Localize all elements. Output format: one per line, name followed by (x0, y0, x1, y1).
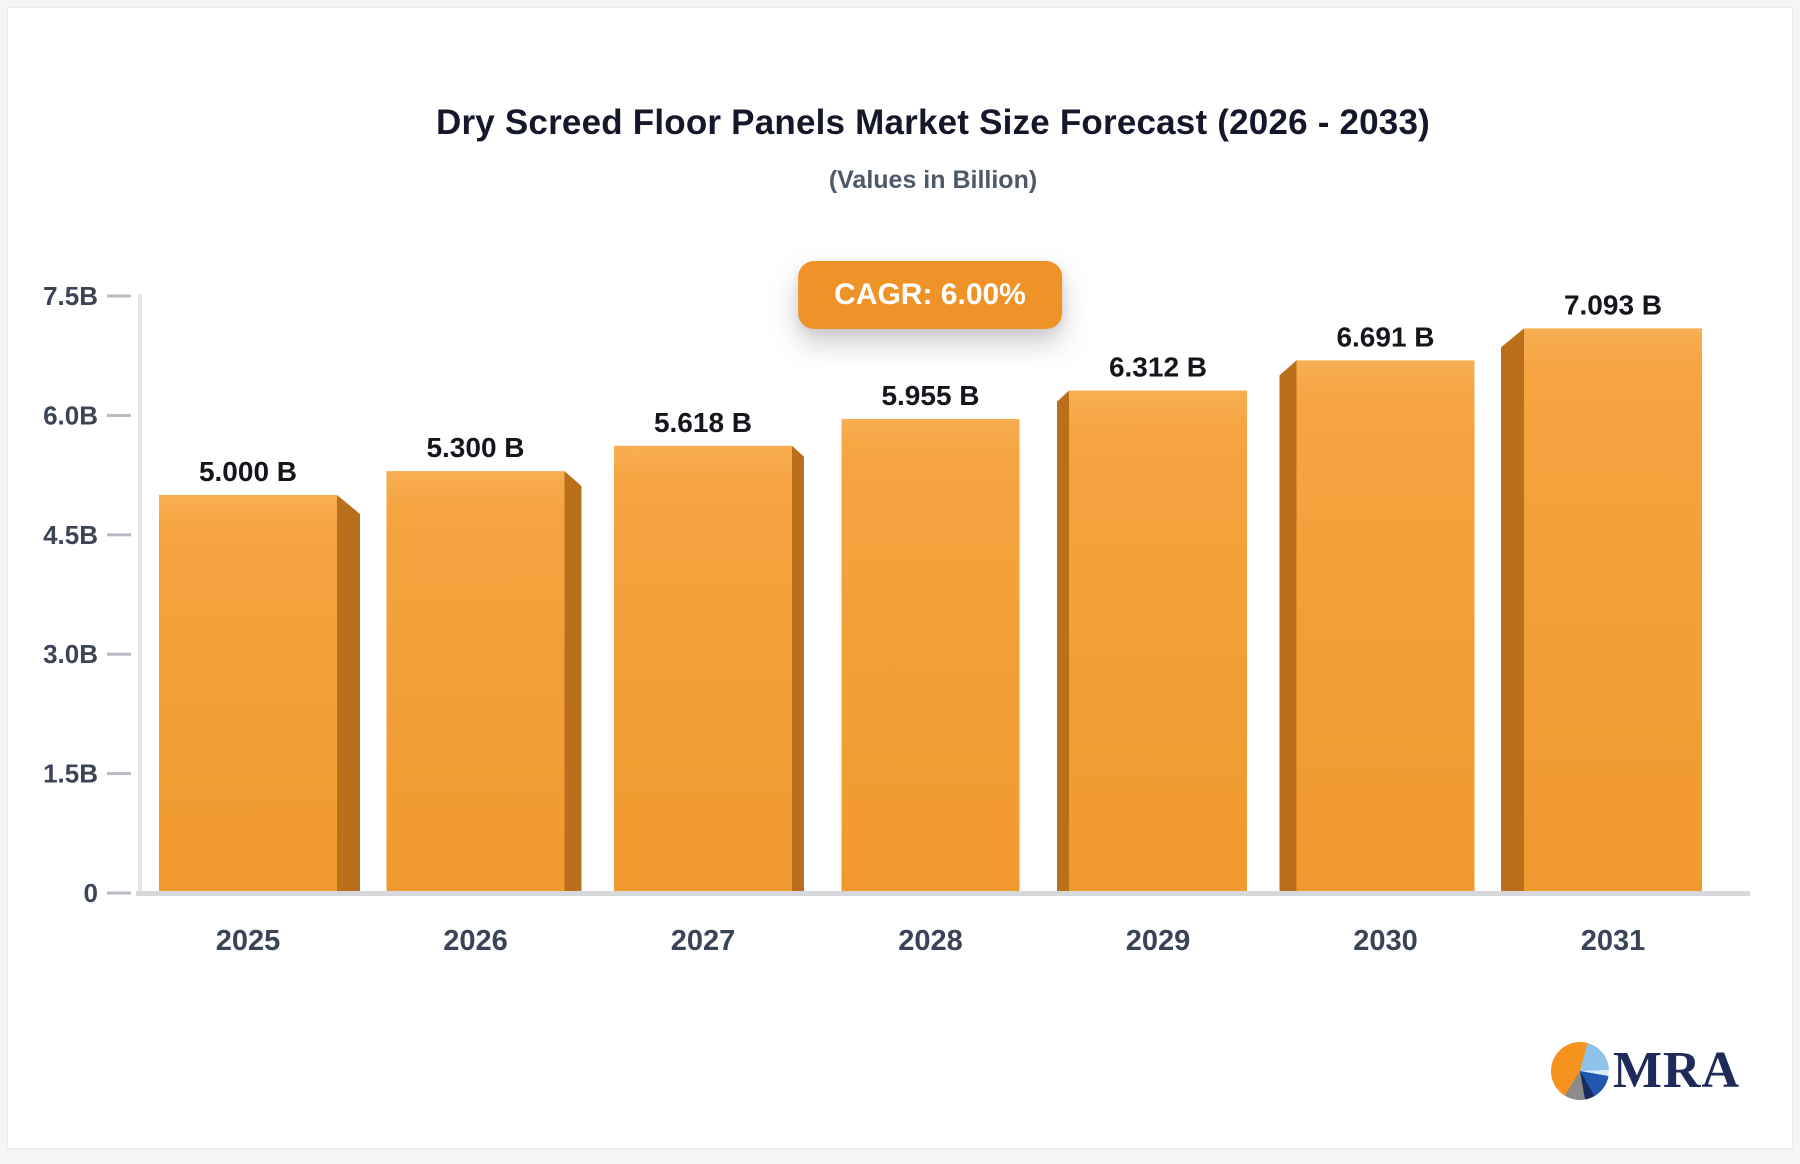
bar-side-2026 (564, 471, 582, 893)
value-label-2028: 5.955 B (881, 380, 979, 411)
y-tick-mark (107, 294, 131, 298)
y-axis-line (138, 294, 142, 893)
x-tick-label-2027: 2027 (671, 925, 736, 957)
y-tick-label-1.5B: 1.5B (43, 759, 98, 789)
bar-side-2027 (792, 445, 804, 893)
x-tick-label-2030: 2030 (1353, 925, 1418, 957)
y-tick-label-3.0B: 3.0B (43, 639, 98, 669)
bar-2027 (614, 445, 792, 893)
bar-side-2029 (1057, 390, 1069, 893)
y-tick-mark (107, 533, 131, 537)
value-label-2026: 5.300 B (426, 432, 524, 463)
bar-chart: 0 1.5B 3.0B 4.5B 6.0B 7.5B 5.000 B 2025 5.300 B 2… (43, 281, 1750, 957)
chart-card: Dry Screed Floor Panels Market Size Fore… (7, 7, 1793, 1149)
x-tick-label-2028: 2028 (898, 925, 963, 957)
value-label-2030: 6.691 B (1336, 321, 1434, 352)
bar-2026 (386, 471, 565, 893)
value-label-2025: 5.000 B (199, 456, 297, 487)
cagr-badge-label: CAGR: 6.00% (834, 278, 1026, 311)
value-label-2027: 5.618 B (654, 407, 752, 438)
y-tick-label-0: 0 (84, 878, 98, 908)
chart-title: Dry Screed Floor Panels Market Size Fore… (436, 103, 1430, 142)
x-tick-label-2029: 2029 (1126, 925, 1191, 957)
bar-2028 (841, 418, 1020, 893)
value-label-2029: 6.312 B (1109, 352, 1207, 383)
cagr-badge: CAGR: 6.00% (798, 261, 1062, 329)
y-tick-mark (107, 772, 131, 776)
y-tick-label-6.0B: 6.0B (43, 400, 98, 430)
y-tick-mark (107, 652, 131, 656)
bar-side-2025 (337, 495, 360, 893)
chart-subtitle: (Values in Billion) (828, 166, 1038, 194)
x-tick-label-2025: 2025 (216, 925, 281, 957)
y-tick-mark (107, 891, 131, 895)
bar-side-2031 (1501, 328, 1524, 893)
bar-2029 (1069, 390, 1247, 893)
mra-logo: MRA (1550, 1042, 1740, 1100)
bar-2031 (1524, 328, 1702, 893)
y-tick-mark (107, 413, 131, 417)
bar-2030 (1296, 360, 1475, 894)
y-tick-label-4.5B: 4.5B (43, 520, 98, 550)
bar-side-2030 (1279, 360, 1297, 894)
value-label-2031: 7.093 B (1564, 289, 1662, 320)
pie-chart-icon (1550, 1042, 1609, 1100)
x-tick-label-2026: 2026 (443, 925, 508, 957)
x-tick-label-2031: 2031 (1581, 925, 1646, 957)
y-tick-label-7.5B: 7.5B (43, 281, 98, 311)
mra-logo-text: MRA (1612, 1042, 1740, 1099)
bar-2025 (159, 495, 337, 893)
x-axis-line (136, 891, 1750, 896)
